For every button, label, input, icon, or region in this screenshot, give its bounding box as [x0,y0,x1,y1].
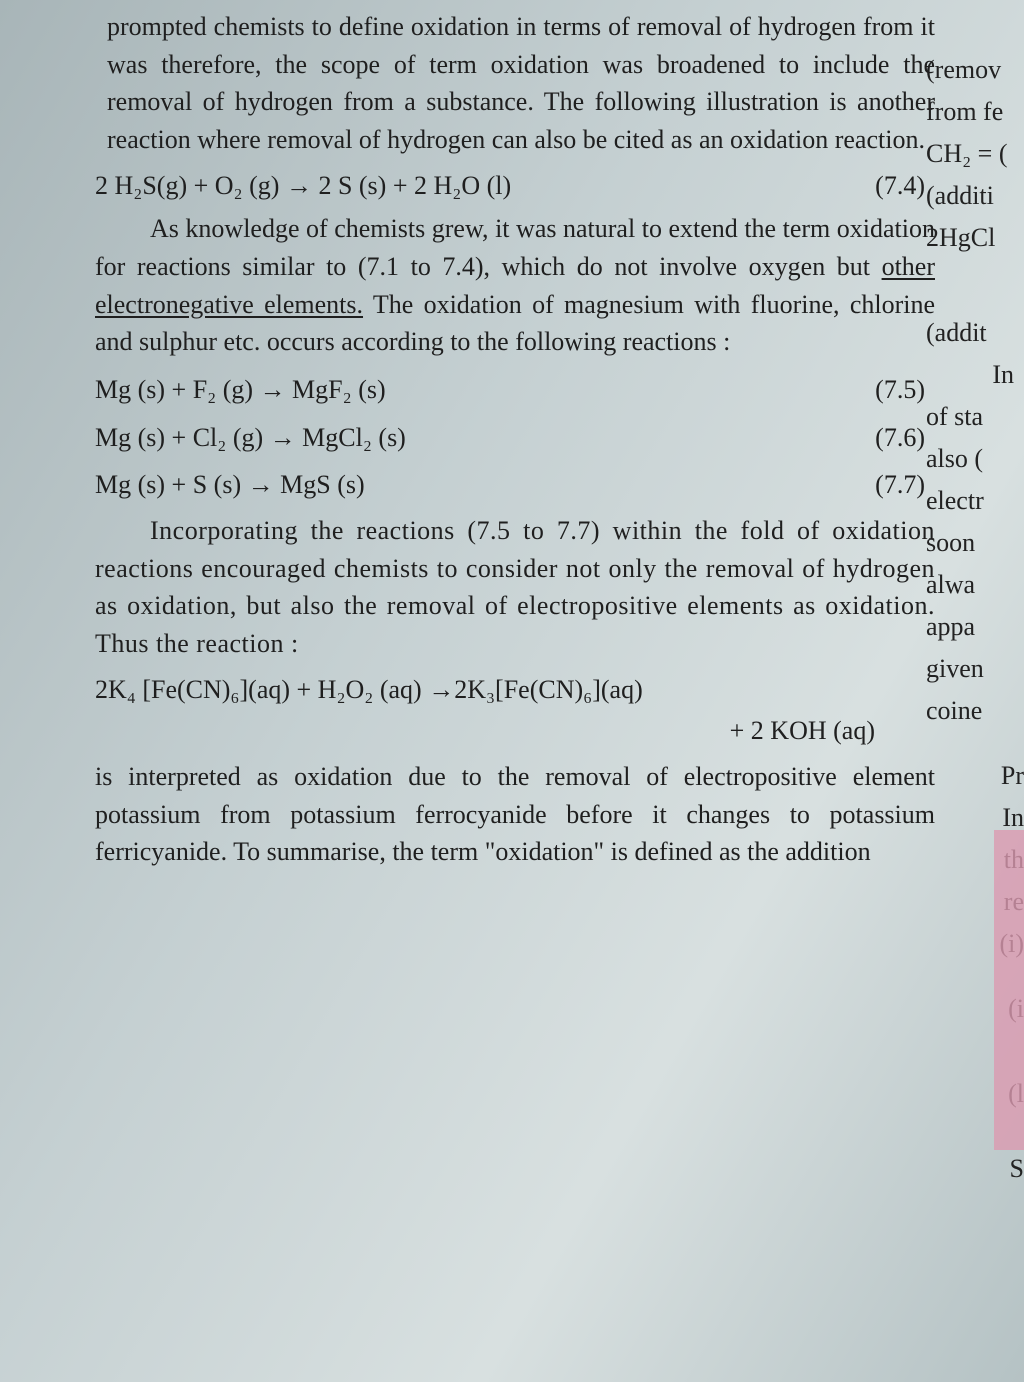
p4-text: is interpreted as oxidation due to the r… [95,762,935,866]
margin-text: CH₂ = ( [926,134,1024,173]
eq76-formula: Mg (s) + Cl₂ (g) → MgCl₂ (s) [95,417,406,459]
margin-text: Pr [926,756,1024,795]
margin-text: of sta [926,397,1024,436]
margin-text: S [926,1149,1024,1188]
margin-text: given [926,649,1024,688]
equation-8a: 2K₄ [Fe(CN)₆](aq) + H₂O₂ (aq) →2K₃[Fe(CN… [95,669,935,711]
eq77-formula: Mg (s) + S (s) → MgS (s) [95,464,365,506]
paragraph-3: Incorporating the reactions (7.5 to 7.7)… [95,512,935,663]
margin-text: (addit [926,313,1024,352]
paragraph-2: As knowledge of chemists grew, it was na… [95,210,935,361]
margin-text: In [926,355,1024,394]
equation-8b: + 2 KOH (aq) [95,710,935,752]
p3-text: Incorporating the reactions (7.5 to 7.7)… [95,516,935,658]
textbook-page: prompted chemists to define oxidation in… [95,0,935,1382]
page-edge-highlight [994,830,1024,1150]
margin-text: also ( [926,439,1024,478]
eq74-formula: 2 H₂S(g) + O₂ (g) → 2 S (s) + 2 H₂O (l) [95,165,511,207]
margin-text: (additi [926,176,1024,215]
margin-text: from fe [926,92,1024,131]
paragraph-4: is interpreted as oxidation due to the r… [95,758,935,871]
eq75-formula: Mg (s) + F₂ (g) → MgF₂ (s) [95,369,386,411]
margin-text: soon [926,523,1024,562]
eq8a-formula: 2K₄ [Fe(CN)₆](aq) + H₂O₂ (aq) →2K₃[Fe(CN… [95,669,643,711]
eq8b-formula: + 2 KOH (aq) [730,710,875,752]
equation-7-6: Mg (s) + Cl₂ (g) → MgCl₂ (s) (7.6) [95,417,935,459]
margin-text: (remov [926,50,1024,89]
equation-7-5: Mg (s) + F₂ (g) → MgF₂ (s) (7.5) [95,369,935,411]
equation-7-4: 2 H₂S(g) + O₂ (g) → 2 S (s) + 2 H₂O (l) … [95,165,935,207]
margin-text: appa [926,607,1024,646]
p1-text: prompted chemists to define oxidation in… [107,12,935,154]
paragraph-1: prompted chemists to define oxidation in… [107,8,935,159]
p2a-text: As knowledge of chemists grew, it was na… [95,214,935,281]
margin-text: 2HgCl [926,218,1024,257]
margin-text: alwa [926,565,1024,604]
equation-7-7: Mg (s) + S (s) → MgS (s) (7.7) [95,464,935,506]
margin-text: electr [926,481,1024,520]
margin-text: coine [926,691,1024,730]
